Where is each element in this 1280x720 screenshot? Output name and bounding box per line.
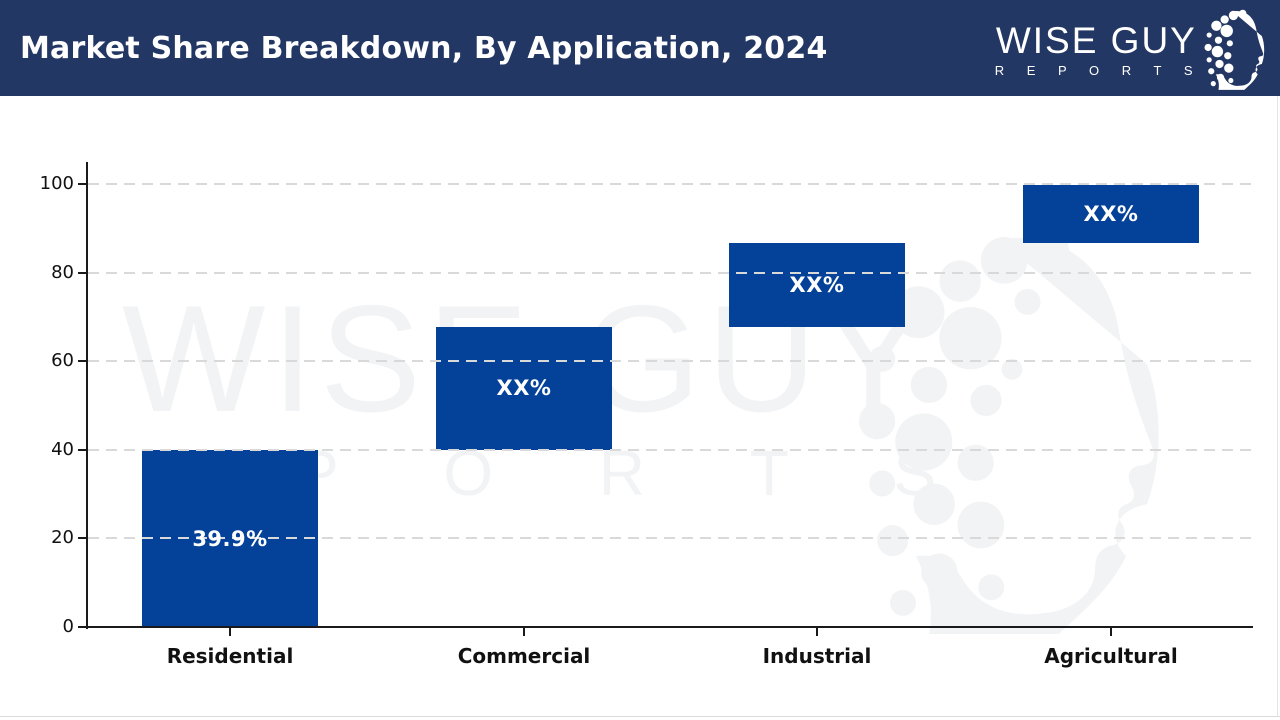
y-tick-label-0: 0 [62,616,74,637]
y-axis-spine [86,161,88,629]
bar-label-commercial: XX% [496,376,552,401]
grid-line-100 [88,183,1253,185]
page-bottom-border [0,716,1280,717]
grid-line-60 [88,360,1253,363]
x-tick-label-commercial: Commercial [457,644,591,668]
logo-text: WISE GUY R E P O R T S [991,19,1202,78]
x-tick-commercial [523,628,525,636]
header-bar: Market Share Breakdown, By Application, … [0,0,1280,96]
y-tick-label-80: 80 [51,261,74,283]
y-tick-80 [78,271,86,274]
y-tick-label-40: 40 [51,438,74,460]
bar-commercial [436,326,612,451]
y-tick-label-100: 100 [39,173,74,194]
logo-subtitle: R E P O R T S [994,62,1202,78]
grid-line-40 [88,448,1253,451]
logo-head-icon [1204,9,1265,90]
x-tick-label-industrial: Industrial [762,644,872,668]
x-tick-label-residential: Residential [166,644,294,668]
y-tick-40 [78,448,86,451]
y-tick-label-20: 20 [51,527,74,549]
y-tick-100 [78,183,86,185]
chart-title: Market Share Breakdown, By Application, … [20,30,828,66]
bar-industrial [729,242,905,327]
logo-wordmark: WISE GUY [995,19,1197,61]
y-tick-60 [78,360,86,363]
x-tick-agricultural [1110,628,1112,636]
x-tick-label-agricultural: Agricultural [1044,644,1178,668]
watermark-head-icon [858,231,1159,634]
y-tick-20 [78,537,86,540]
bar-label-industrial: XX% [789,272,845,297]
grid-line-20 [88,537,1253,540]
page-right-border [1277,96,1278,717]
bar-agricultural [1023,185,1199,243]
bar-label-residential: 39.9% [192,526,268,551]
wiseguy-logo: WISE GUY R E P O R T S [991,6,1266,92]
bar-label-agricultural: XX% [1083,202,1139,227]
x-axis-spine [86,626,1253,628]
x-tick-industrial [816,628,818,636]
x-tick-residential [229,628,231,636]
y-tick-0 [78,626,86,628]
y-tick-label-60: 60 [51,350,74,372]
chart-plot-area: 39.9% XX% XX% XX% 0 20 40 60 80 100 Residential Com… [0,96,1280,720]
grid-line-80 [88,271,1253,274]
